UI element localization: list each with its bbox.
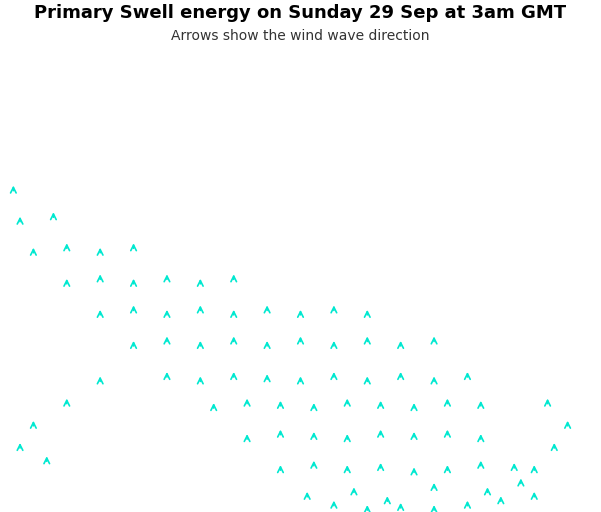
Text: Arrows show the wind wave direction: Arrows show the wind wave direction xyxy=(171,29,430,43)
Text: Primary Swell energy on Sunday 29 Sep at 3am GMT: Primary Swell energy on Sunday 29 Sep at… xyxy=(34,4,567,22)
